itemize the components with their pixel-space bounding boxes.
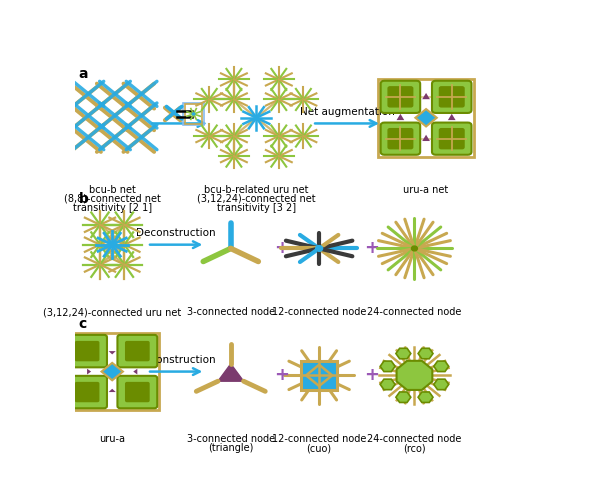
- Polygon shape: [418, 348, 433, 359]
- Polygon shape: [396, 348, 411, 359]
- FancyBboxPatch shape: [380, 123, 420, 155]
- Text: (3,12,24)-connected net: (3,12,24)-connected net: [197, 194, 316, 204]
- FancyBboxPatch shape: [388, 87, 413, 107]
- Text: transitivity [2 1]: transitivity [2 1]: [73, 203, 152, 213]
- Circle shape: [412, 246, 418, 251]
- Bar: [65, 333, 159, 410]
- Text: (8,8)-connected net: (8,8)-connected net: [64, 194, 161, 204]
- Text: +: +: [364, 367, 379, 384]
- Polygon shape: [396, 392, 411, 402]
- FancyBboxPatch shape: [76, 341, 99, 361]
- Text: +: +: [364, 240, 379, 257]
- Text: 12-connected node: 12-connected node: [272, 307, 367, 317]
- Text: uru-a: uru-a: [99, 434, 125, 444]
- Circle shape: [316, 246, 323, 251]
- Bar: [184, 103, 204, 125]
- Polygon shape: [422, 135, 430, 141]
- Text: Net augmentation: Net augmentation: [299, 107, 394, 117]
- Text: (3,12,24)-connected uru net: (3,12,24)-connected uru net: [43, 307, 181, 317]
- Text: c: c: [79, 317, 87, 331]
- FancyBboxPatch shape: [125, 341, 149, 361]
- FancyBboxPatch shape: [432, 81, 472, 113]
- FancyBboxPatch shape: [67, 376, 107, 408]
- Text: 24-connected node: 24-connected node: [367, 307, 461, 317]
- FancyBboxPatch shape: [439, 87, 464, 107]
- Polygon shape: [133, 369, 137, 374]
- Text: (triangle): (triangle): [208, 443, 253, 453]
- FancyBboxPatch shape: [439, 129, 464, 149]
- Polygon shape: [415, 109, 437, 126]
- Text: 3-connected node: 3-connected node: [187, 434, 275, 444]
- FancyBboxPatch shape: [118, 335, 157, 368]
- Polygon shape: [448, 114, 455, 120]
- Text: Deconstruction: Deconstruction: [136, 355, 216, 365]
- FancyBboxPatch shape: [118, 376, 157, 408]
- Polygon shape: [434, 361, 449, 371]
- Bar: [301, 361, 337, 390]
- Polygon shape: [109, 389, 116, 392]
- Text: 12-connected node: 12-connected node: [272, 434, 367, 444]
- Text: b: b: [79, 191, 89, 206]
- Circle shape: [193, 113, 195, 115]
- Polygon shape: [218, 364, 244, 381]
- FancyBboxPatch shape: [380, 81, 420, 113]
- Polygon shape: [434, 379, 449, 390]
- Text: bcu-b-related uru net: bcu-b-related uru net: [204, 185, 308, 195]
- Polygon shape: [380, 379, 395, 390]
- Text: 24-connected node: 24-connected node: [367, 434, 461, 444]
- Polygon shape: [101, 363, 123, 380]
- Polygon shape: [397, 361, 433, 390]
- Text: +: +: [274, 240, 289, 257]
- FancyBboxPatch shape: [432, 123, 472, 155]
- Polygon shape: [422, 93, 430, 99]
- FancyBboxPatch shape: [388, 129, 413, 149]
- Polygon shape: [380, 361, 395, 371]
- Text: (rco): (rco): [403, 443, 426, 453]
- FancyBboxPatch shape: [125, 383, 149, 401]
- Polygon shape: [87, 369, 91, 374]
- Text: a: a: [79, 66, 88, 81]
- Polygon shape: [397, 114, 404, 120]
- Text: +: +: [274, 367, 289, 384]
- Bar: [185, 104, 202, 124]
- Text: uru-a net: uru-a net: [403, 185, 449, 195]
- Text: transitivity [3 2]: transitivity [3 2]: [217, 203, 296, 213]
- Circle shape: [109, 242, 115, 247]
- FancyBboxPatch shape: [67, 335, 107, 368]
- Text: Deconstruction: Deconstruction: [136, 228, 216, 238]
- Text: (cuo): (cuo): [307, 443, 332, 453]
- Polygon shape: [418, 392, 433, 402]
- Polygon shape: [109, 351, 116, 354]
- FancyBboxPatch shape: [76, 383, 99, 401]
- Bar: [378, 79, 474, 157]
- Text: bcu-b net: bcu-b net: [89, 185, 136, 195]
- Text: 3-connected node: 3-connected node: [187, 307, 275, 317]
